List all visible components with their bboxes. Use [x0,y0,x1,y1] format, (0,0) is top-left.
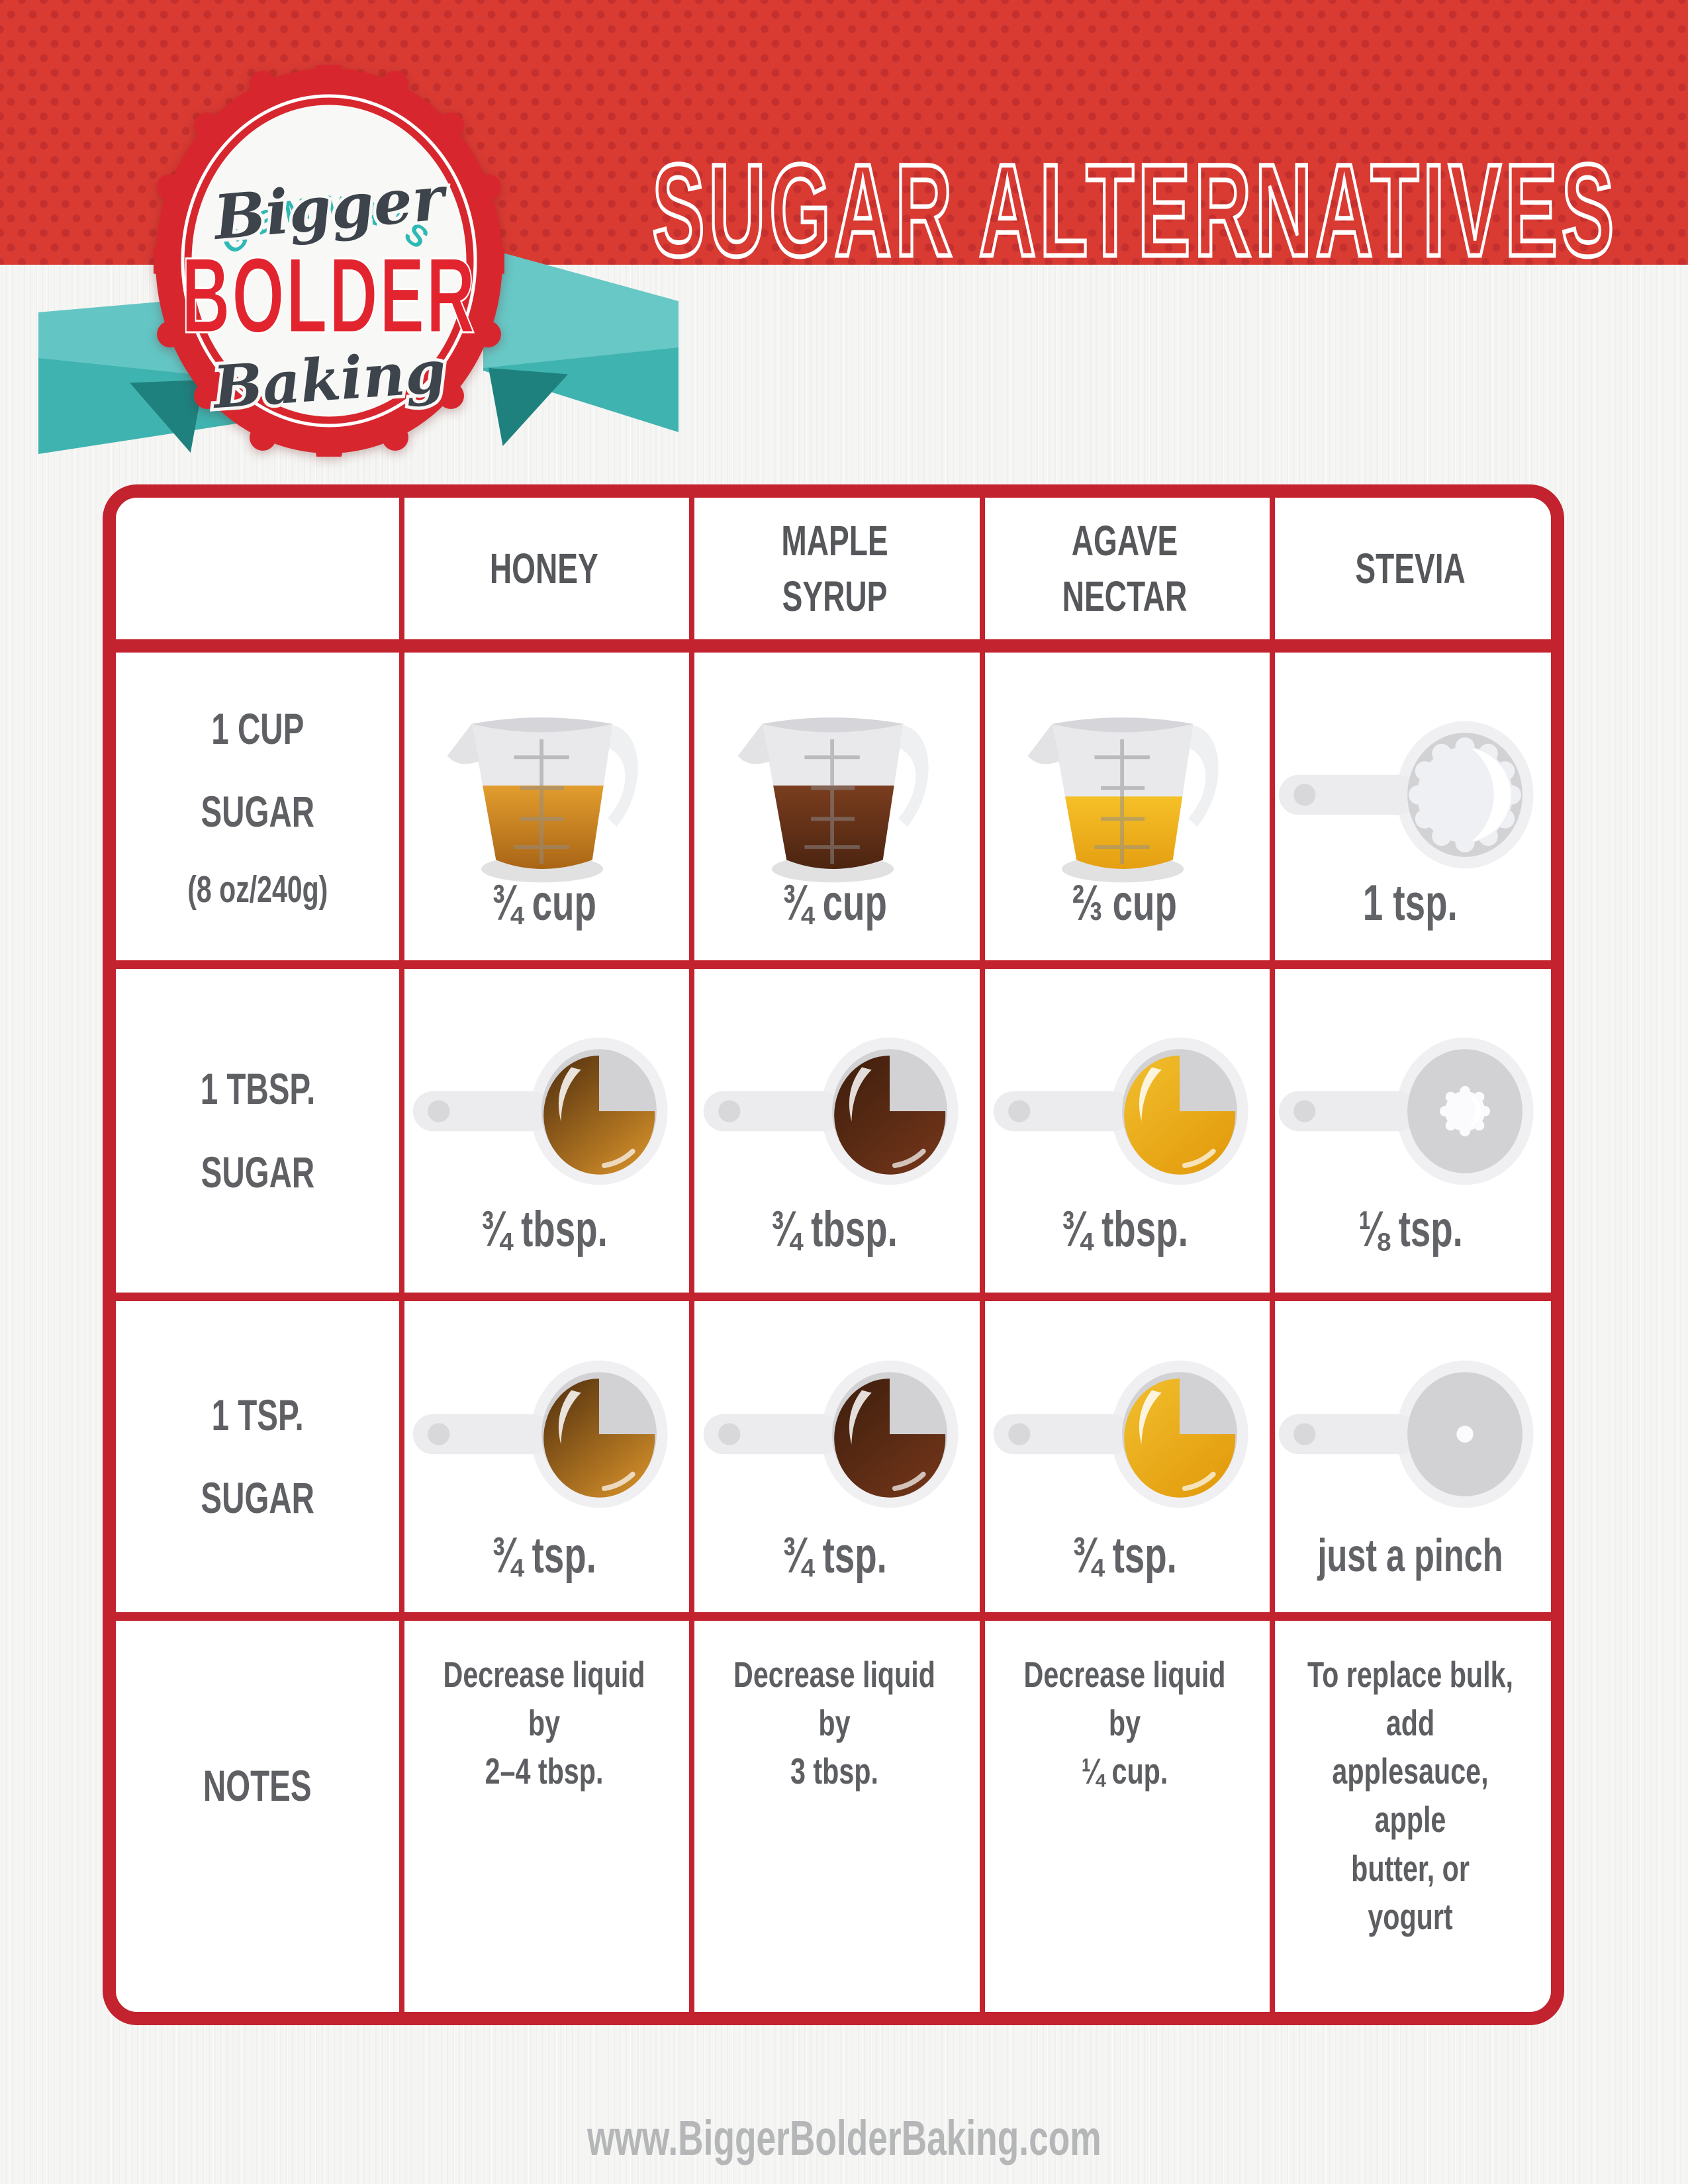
column-divider [980,498,985,2012]
value-cup-maple: ¾ cup [782,874,887,931]
column-header-label: AGAVE NECTAR [1062,516,1188,620]
value-tsp-maple: ¾ tsp. [782,1527,887,1584]
column-header-agave-nectar: AGAVE NECTAR [980,498,1270,639]
row-divider [116,1293,1551,1301]
row-label-1-tbsp-sugar: 1 TBSP. SUGAR [116,969,399,1293]
column-header-label: STEVIA [1355,544,1466,592]
value-tbsp-honey: ¾ tbsp. [481,1201,608,1257]
row-label-text: 1 TSP. SUGAR [201,1390,314,1522]
row-divider [116,960,1551,969]
column-header-maple-syrup: MAPLE SYRUP [689,498,980,639]
column-divider [399,498,404,2012]
tablespoon-honey-icon [412,1037,668,1185]
page-title: SUGAR ALTERNATIVES [583,134,1688,285]
note-stevia: To replace bulk, add applesauce, apple b… [1307,1654,1513,1937]
column-header-honey: HONEY [399,498,689,639]
tablespoon-agave-icon [993,1037,1248,1185]
value-cup-honey: ¾ cup [491,874,597,931]
logo-badge-icon: GEMMA'S Bigger BOLDER Baking [144,56,514,465]
note-honey: Decrease liquid by 2–4 tbsp. [443,1654,645,1792]
value-cup-agave: ⅔ cup [1072,874,1178,931]
column-header-stevia: STEVIA [1270,498,1551,639]
row-label-notes: NOTES [116,1621,399,1952]
value-tsp-honey: ¾ tsp. [491,1527,597,1584]
logo-main-text: BOLDER [181,235,477,355]
teaspoon-honey-icon [412,1360,668,1508]
note-agave: Decrease liquid by ¼ cup. [1023,1654,1226,1792]
value-tsp-agave: ¾ tsp. [1072,1527,1178,1584]
measuring-spoon-stevia-pinch-icon [1278,1360,1534,1508]
teaspoon-maple-icon [703,1360,959,1508]
value-tbsp-stevia: ⅛ tsp. [1358,1201,1463,1257]
row-label-1-cup-sugar: 1 CUP SUGAR (8 oz/240g) [116,653,399,960]
measuring-cup-maple-icon [729,678,941,883]
row-label-text: 1 CUP SUGAR (8 oz/240g) [187,704,328,911]
row-label-1-tsp-sugar: 1 TSP. SUGAR [116,1301,399,1612]
note-maple: Decrease liquid by 3 tbsp. [733,1654,935,1792]
value-tbsp-maple: ¾ tbsp. [771,1201,898,1257]
column-divider [689,498,694,2012]
conversion-table: HONEY MAPLE SYRUP AGAVE NECTAR STEVIA [103,484,1564,2025]
footer-url: www.BiggerBolderBaking.com [586,2110,1102,2165]
value-cup-stevia: 1 tsp. [1363,874,1458,931]
row-divider [116,1612,1551,1621]
row-label-text: 1 TBSP. SUGAR [200,1064,315,1197]
value-tbsp-agave: ¾ tbsp. [1061,1201,1188,1257]
value-tsp-stevia: just a pinch [1317,1529,1503,1581]
page-title-text: SUGAR ALTERNATIVES [651,134,1618,285]
column-header-label: HONEY [490,544,598,592]
measuring-cup-honey-icon [438,678,650,883]
row-label-text: NOTES [203,1761,312,1811]
logo-badge: GEMMA'S Bigger BOLDER Baking [144,56,514,465]
teaspoon-agave-icon [993,1360,1248,1508]
header-divider [116,639,1551,653]
measuring-spoon-stevia-eighth-icon [1278,1037,1534,1185]
measuring-cup-agave-icon [1019,678,1231,883]
measuring-spoon-stevia-full-icon [1278,721,1534,869]
column-divider [1270,498,1275,2012]
tablespoon-maple-icon [703,1037,959,1185]
column-header-label: MAPLE SYRUP [780,516,888,620]
